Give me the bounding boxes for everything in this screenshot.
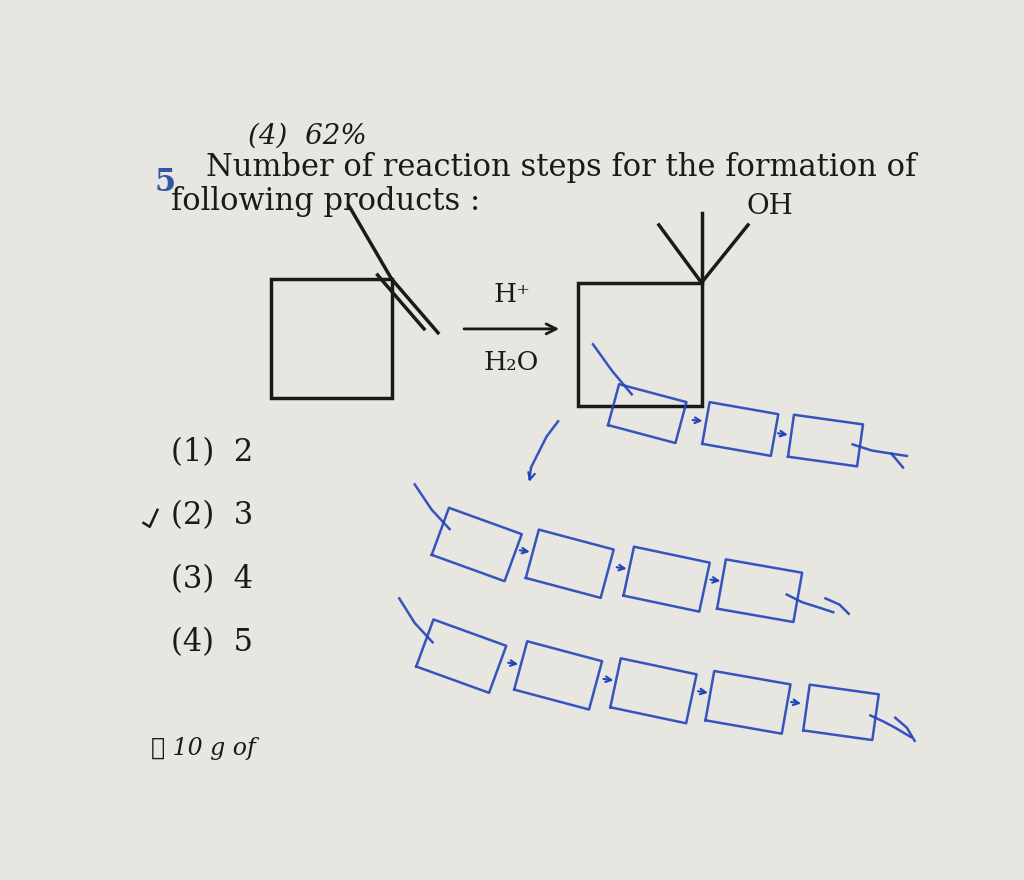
Text: H⁺: H⁺ [494,282,530,307]
Text: (4)  62%: (4) 62% [248,122,367,150]
Text: 5: 5 [155,167,176,198]
Text: (1)  2: (1) 2 [171,436,253,467]
Text: (3)  4: (3) 4 [171,564,253,595]
Text: (2)  3: (2) 3 [171,500,253,531]
Text: OH: OH [746,193,794,219]
Text: ℓ 10 g of: ℓ 10 g of [152,737,256,760]
Text: Number of reaction steps for the formation of: Number of reaction steps for the formati… [206,151,915,183]
Text: (4)  5: (4) 5 [171,627,253,657]
Bar [578,282,701,406]
Bar [271,279,391,398]
Text: H₂O: H₂O [484,350,540,376]
Text: following products :: following products : [171,187,480,217]
